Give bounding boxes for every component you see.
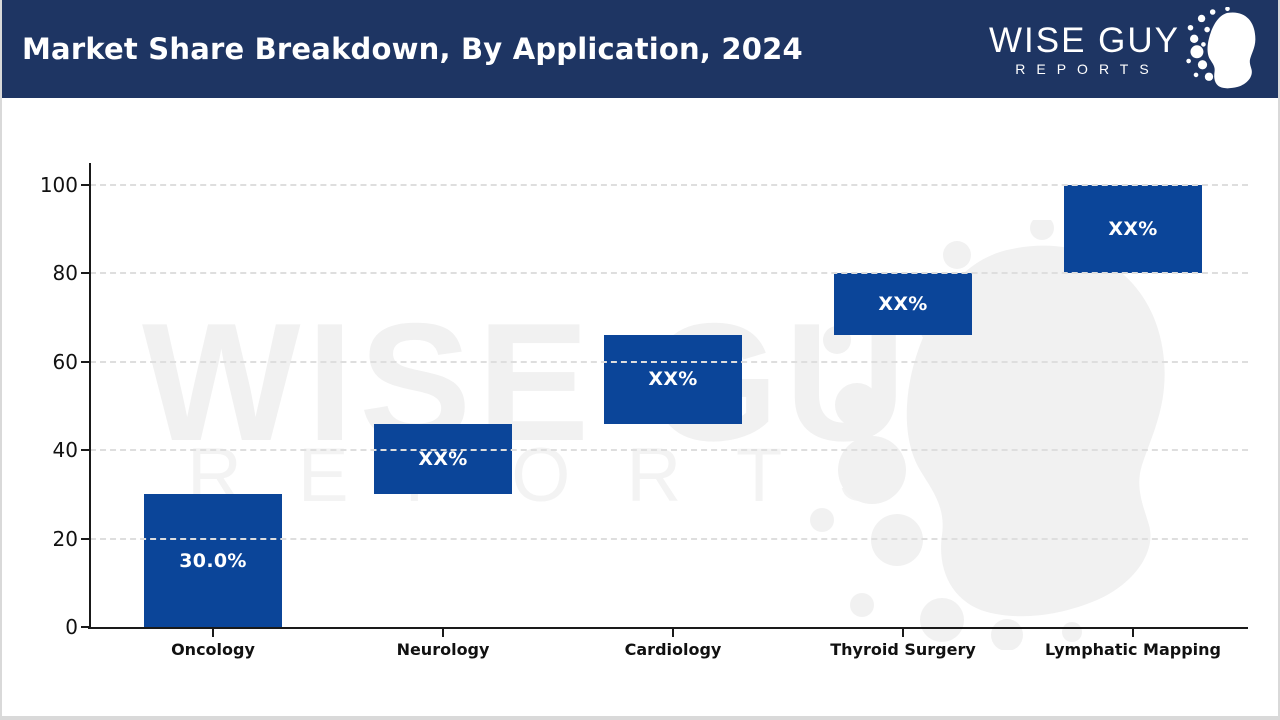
gridline-y-20 [90,537,1248,540]
bar-oncology: 30.0% [144,494,282,627]
x-axis-line [88,627,1248,629]
brand-head-icon [1186,7,1256,89]
bar-value-label: XX% [1108,218,1158,241]
y-tick-label-40: 40 [52,438,78,463]
y-tick-label-20: 20 [52,526,78,551]
gridline-y-40 [90,449,1248,452]
y-tick-mark-60 [81,360,89,363]
gridline-y-80 [90,272,1248,275]
bar-value-label: XX% [418,448,468,471]
gridline-y-60 [90,360,1248,363]
header-band: Market Share Breakdown, By Application, … [2,0,1278,98]
x-tick-mark [902,629,904,637]
y-tick-mark-100 [81,184,89,186]
bar-cardiology: XX% [604,335,742,424]
y-tick-mark-80 [81,272,89,275]
x-tick-label-thyroid-surgery: Thyroid Surgery [830,640,976,659]
x-tick-label-oncology: Oncology [171,640,255,659]
x-tick-label-lymphatic-mapping: Lymphatic Mapping [1045,640,1221,659]
bar-value-label: XX% [648,368,698,391]
x-tick-label-cardiology: Cardiology [624,640,722,659]
y-tick-mark-40 [81,449,89,452]
y-tick-label-80: 80 [52,261,78,286]
y-tick-label-0: 0 [65,615,78,639]
brand-logo-subname: REPORTS [1015,60,1160,77]
y-tick-label-60: 60 [52,349,78,374]
x-tick-mark [672,629,674,637]
brand-logo-name: WISE GUY [988,20,1180,60]
bar-value-label: 30.0% [179,549,247,572]
y-tick-mark-0 [81,626,89,628]
x-tick-mark [212,629,214,637]
y-tick-label-100: 100 [39,173,78,197]
bar-thyroid-surgery: XX% [834,273,972,336]
x-tick-label-neurology: Neurology [396,640,490,659]
x-tick-mark [1132,629,1134,637]
y-tick-mark-20 [81,537,89,540]
x-tick-mark [442,629,444,637]
bar-value-label: XX% [878,293,928,316]
brand-logo: WISE GUY REPORTS [989,7,1258,91]
y-axis-line [89,163,91,629]
chart-title: Market Share Breakdown, By Application, … [22,32,803,66]
gridline-y-100 [90,184,1248,186]
bar-lymphatic-mapping: XX% [1064,185,1202,274]
bar-neurology: XX% [374,423,512,495]
